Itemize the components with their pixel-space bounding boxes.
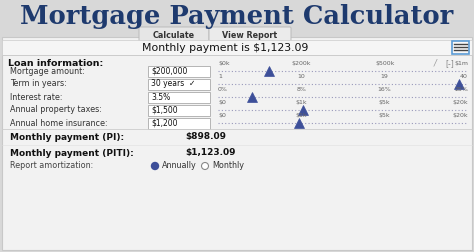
Text: Monthly payment (PI):: Monthly payment (PI):: [10, 133, 124, 142]
Text: $1,500: $1,500: [151, 106, 178, 114]
Text: 19: 19: [381, 74, 389, 79]
Text: $20k: $20k: [452, 100, 468, 105]
Text: $500k: $500k: [375, 61, 394, 66]
FancyBboxPatch shape: [139, 27, 209, 43]
Text: $0: $0: [218, 113, 226, 118]
Text: Monthly payment is $1,123.09: Monthly payment is $1,123.09: [142, 43, 308, 53]
Text: Calculate: Calculate: [153, 30, 195, 40]
Bar: [2, 37, 472, 250]
Text: Annual home insurance:: Annual home insurance:: [10, 118, 108, 128]
Text: Term in years:: Term in years:: [10, 79, 67, 88]
Bar: [148, 91, 210, 103]
Text: View Report: View Report: [222, 30, 278, 40]
Text: /: /: [434, 59, 437, 68]
Text: 3.5%: 3.5%: [151, 92, 170, 102]
Text: $20k: $20k: [452, 113, 468, 118]
Text: Monthly payment (PITI):: Monthly payment (PITI):: [10, 148, 134, 158]
Text: Annually: Annually: [162, 162, 197, 171]
Text: Monthly: Monthly: [212, 162, 244, 171]
Text: 0%: 0%: [218, 87, 228, 92]
Bar: [148, 105, 210, 115]
Bar: [148, 117, 210, 129]
Text: $898.09: $898.09: [185, 133, 226, 142]
Text: 16%: 16%: [378, 87, 392, 92]
Text: $1k: $1k: [295, 100, 307, 105]
Bar: [148, 66, 210, 77]
Text: $1,200: $1,200: [151, 118, 177, 128]
Text: $1,123.09: $1,123.09: [185, 148, 236, 158]
Text: $200k: $200k: [292, 61, 311, 66]
Bar: [2, 40, 472, 55]
Text: $0: $0: [218, 100, 226, 105]
Text: Report amortization:: Report amortization:: [10, 162, 93, 171]
Text: Mortgage Payment Calculator: Mortgage Payment Calculator: [20, 4, 454, 29]
Text: 1: 1: [218, 74, 222, 79]
Circle shape: [152, 163, 158, 170]
Bar: [452, 41, 469, 54]
Text: 8%: 8%: [296, 87, 306, 92]
Text: Loan information:: Loan information:: [8, 59, 103, 68]
Bar: [148, 79, 210, 89]
Text: $5k: $5k: [379, 113, 391, 118]
Text: $5k: $5k: [379, 100, 391, 105]
Circle shape: [201, 163, 209, 170]
Text: 25%: 25%: [454, 87, 468, 92]
Text: $200,000: $200,000: [151, 67, 187, 76]
Text: $1k: $1k: [295, 113, 307, 118]
FancyBboxPatch shape: [209, 27, 291, 43]
Text: [-]: [-]: [445, 59, 454, 68]
Text: $0k: $0k: [218, 61, 229, 66]
Text: Mortgage amount:: Mortgage amount:: [10, 67, 85, 76]
Text: Annual property taxes:: Annual property taxes:: [10, 106, 102, 114]
Text: 30 years  ✓: 30 years ✓: [151, 79, 195, 88]
Text: $1m: $1m: [454, 61, 468, 66]
Text: 40: 40: [460, 74, 468, 79]
Text: Interest rate:: Interest rate:: [10, 92, 63, 102]
Text: 10: 10: [298, 74, 305, 79]
